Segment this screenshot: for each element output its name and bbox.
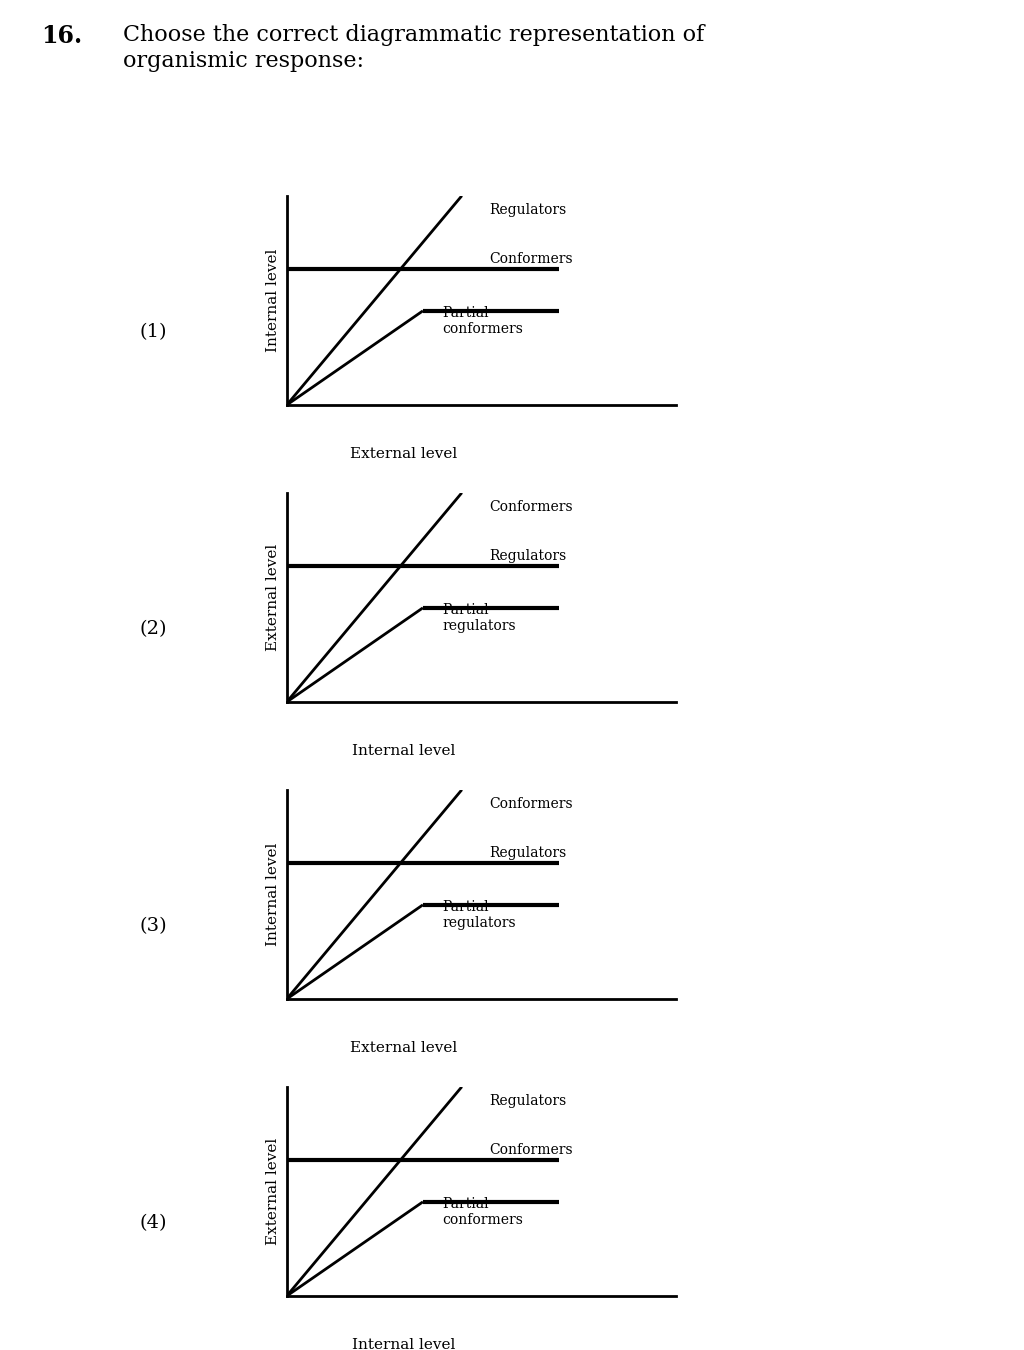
Text: Conformers: Conformers: [489, 1142, 572, 1157]
Text: (4): (4): [140, 1214, 167, 1231]
Text: Conformers: Conformers: [489, 798, 572, 811]
Text: Internal level: Internal level: [352, 744, 455, 757]
Y-axis label: External level: External level: [266, 1138, 280, 1245]
Text: Partial
conformers: Partial conformers: [442, 1197, 523, 1227]
Text: Regulators: Regulators: [489, 548, 566, 563]
Y-axis label: Internal level: Internal level: [266, 248, 280, 352]
Text: External level: External level: [350, 1041, 457, 1054]
Text: Choose the correct diagrammatic representation of
organismic response:: Choose the correct diagrammatic represen…: [123, 24, 705, 72]
Text: Regulators: Regulators: [489, 845, 566, 860]
Text: External level: External level: [350, 447, 457, 460]
Y-axis label: External level: External level: [266, 544, 280, 651]
Text: Partial
regulators: Partial regulators: [442, 603, 516, 633]
Text: (2): (2): [140, 620, 167, 637]
Text: (1): (1): [140, 323, 167, 340]
Text: Partial
conformers: Partial conformers: [442, 306, 523, 336]
Text: Partial
regulators: Partial regulators: [442, 900, 516, 930]
Y-axis label: Internal level: Internal level: [266, 842, 280, 946]
Text: Regulators: Regulators: [489, 204, 566, 217]
Text: Conformers: Conformers: [489, 251, 572, 266]
Text: (3): (3): [140, 917, 167, 934]
Text: 16.: 16.: [41, 24, 82, 49]
Text: Conformers: Conformers: [489, 501, 572, 514]
Text: Internal level: Internal level: [352, 1338, 455, 1350]
Text: Regulators: Regulators: [489, 1095, 566, 1108]
